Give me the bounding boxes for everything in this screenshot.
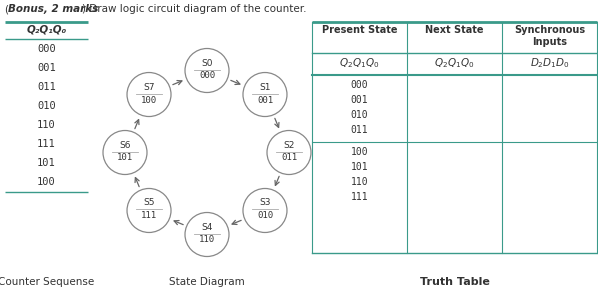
Text: 100: 100 [37,177,56,187]
Text: Q₂Q₁Q₀: Q₂Q₁Q₀ [26,25,66,35]
Circle shape [185,212,229,256]
Text: 100: 100 [141,96,157,104]
Text: S2: S2 [283,140,295,150]
Text: S6: S6 [119,140,131,150]
Circle shape [127,189,171,232]
Text: 000: 000 [37,44,56,54]
Text: 111: 111 [141,212,157,220]
Text: 110: 110 [37,120,56,130]
Text: 101: 101 [350,162,368,172]
Text: State Diagram: State Diagram [169,277,245,287]
Text: 000: 000 [199,71,215,81]
Text: S5: S5 [144,199,155,207]
Text: 110: 110 [350,177,368,187]
Text: 100: 100 [350,147,368,157]
Text: 011: 011 [37,82,56,92]
Text: Next State: Next State [425,25,484,35]
Text: 111: 111 [350,192,368,202]
Text: S4: S4 [202,222,213,232]
Text: Present State: Present State [322,25,397,35]
Text: $Q_2Q_1Q_0$: $Q_2Q_1Q_0$ [434,56,475,70]
Text: 110: 110 [199,235,215,245]
Text: S7: S7 [144,83,155,91]
Text: Counter Sequense: Counter Sequense [0,277,94,287]
Text: Synchronous
Inputs: Synchronous Inputs [514,25,585,47]
Text: $D_2D_1D_0$: $D_2D_1D_0$ [530,56,569,70]
Text: (: ( [4,4,8,14]
Circle shape [243,73,287,117]
Text: 000: 000 [350,80,368,90]
Text: Truth Table: Truth Table [420,277,489,287]
Text: S3: S3 [259,199,271,207]
Text: 010: 010 [37,101,56,111]
Text: ) Draw logic circuit diagram of the counter.: ) Draw logic circuit diagram of the coun… [82,4,307,14]
Circle shape [243,189,287,232]
Text: S1: S1 [259,83,271,91]
Text: 101: 101 [117,153,133,163]
Circle shape [103,130,147,175]
Text: 001: 001 [350,95,368,105]
Circle shape [267,130,311,175]
Text: S0: S0 [202,58,213,68]
Text: 001: 001 [257,96,273,104]
Text: Bonus, 2 marks: Bonus, 2 marks [8,4,98,14]
Text: 010: 010 [350,110,368,120]
Text: 011: 011 [281,153,297,163]
Text: 011: 011 [350,125,368,135]
Circle shape [127,73,171,117]
Text: 001: 001 [37,63,56,73]
Text: 010: 010 [257,212,273,220]
Text: $Q_2Q_1Q_0$: $Q_2Q_1Q_0$ [339,56,380,70]
Text: 111: 111 [37,139,56,149]
Circle shape [185,48,229,93]
Text: 101: 101 [37,158,56,168]
